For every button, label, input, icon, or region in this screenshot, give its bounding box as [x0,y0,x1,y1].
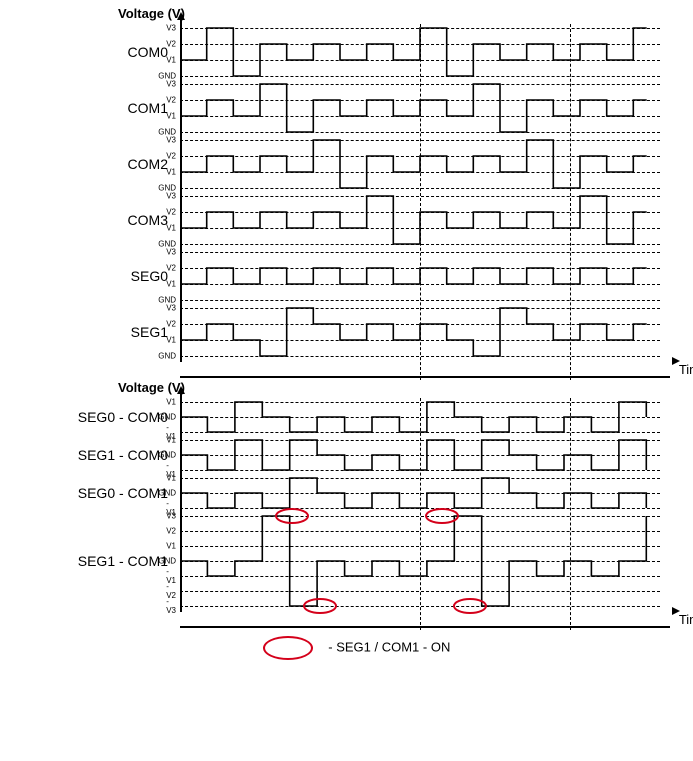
level-label: V3 [166,192,176,201]
level-label: V1 [166,336,176,345]
signal-label: SEG0 - COM0 [72,409,168,425]
level-label: V1 [166,112,176,121]
level-label: V3 [166,24,176,33]
signal-label: SEG1 - COM0 [72,447,168,463]
signal-label: SEG0 [72,268,168,284]
signal-label: COM0 [72,44,168,60]
level-label: V2 [166,527,176,536]
level-label: V3 [166,136,176,145]
level-label: V2 [166,96,176,105]
frame-divider [420,398,421,630]
level-label: -V3 [166,597,176,615]
level-label: V1 [166,168,176,177]
legend-text: - SEG1 / COM1 - ON [328,639,450,654]
level-label: V1 [166,436,176,445]
level-label: V2 [166,264,176,273]
level-label: V2 [166,320,176,329]
level-label: V3 [166,80,176,89]
x-axis-upper [180,376,670,378]
level-label: GND [158,557,176,566]
level-label: V3 [166,248,176,257]
level-label: GND [158,352,176,361]
level-label: V1 [166,280,176,289]
level-label: V1 [166,474,176,483]
signal-label: COM3 [72,212,168,228]
legend-row: - SEG1 / COM1 - ON [10,636,693,660]
level-label: V2 [166,152,176,161]
highlight-ellipse-icon [426,509,458,523]
level-label: GND [158,451,176,460]
level-label: V2 [166,40,176,49]
level-label: V1 [166,542,176,551]
level-label: V2 [166,208,176,217]
signal-label: SEG0 - COM1 [72,485,168,501]
arrow-up-icon [177,12,185,20]
upper-waveform-block: Voltage (V) COM0V3V2V1GNDCOM1V3V2V1GNDCO… [10,10,693,378]
frame-divider [570,24,571,380]
axis-title-voltage-bottom: Voltage (V) [118,380,185,395]
signal-label: COM2 [72,156,168,172]
signal-label: SEG1 [72,324,168,340]
level-label: V3 [166,304,176,313]
frame-divider [420,24,421,380]
time-label-upper: Time (s) [679,362,693,377]
upper-rows-container: COM0V3V2V1GNDCOM1V3V2V1GNDCOM2V3V2V1GNDC… [10,24,693,360]
time-label-lower: Time (s) [679,612,693,627]
lower-waveform-block: Voltage (V) SEG0 - COM0V1GND-V1SEG1 - CO… [10,382,693,628]
frame-divider [570,398,571,630]
level-label: V1 [166,224,176,233]
signal-label: SEG1 - COM1 [72,553,168,569]
highlight-ellipse-icon [263,636,313,660]
x-axis-lower [180,626,670,628]
level-label: V1 [166,398,176,407]
level-label: V1 [166,56,176,65]
arrow-up-icon [177,386,185,394]
level-label: V3 [166,512,176,521]
lower-rows-container: SEG0 - COM0V1GND-V1SEG1 - COM0V1GND-V1SE… [10,398,693,610]
level-label: GND [158,489,176,498]
level-label: GND [158,413,176,422]
axis-title-voltage-top: Voltage (V) [118,6,185,21]
signal-label: COM1 [72,100,168,116]
